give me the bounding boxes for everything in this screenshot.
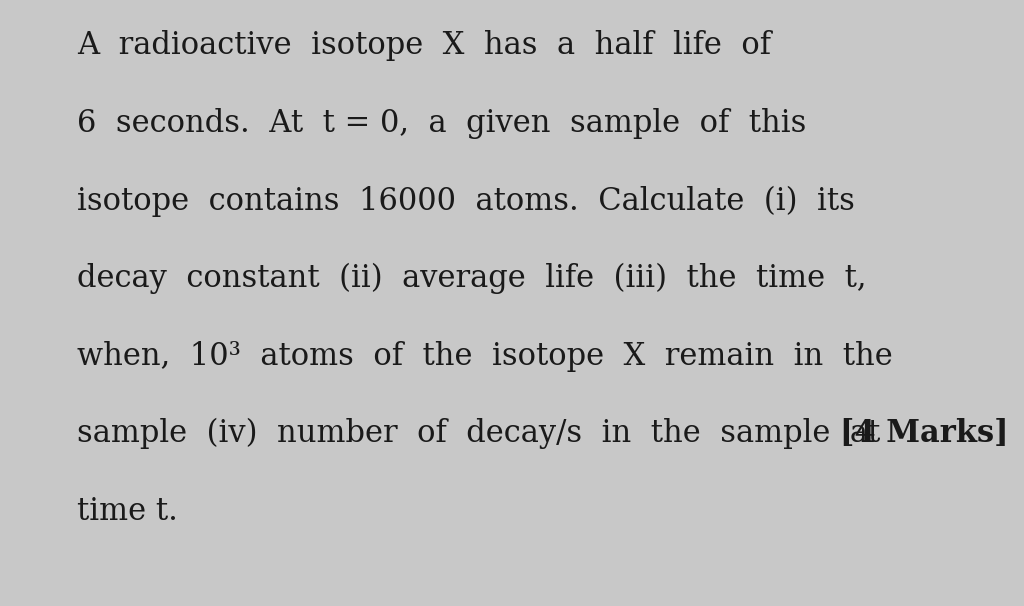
Text: time t.: time t. xyxy=(77,496,178,527)
Text: sample  (iv)  number  of  decay/s  in  the  sample  at: sample (iv) number of decay/s in the sam… xyxy=(77,418,880,450)
Text: [4 Marks]: [4 Marks] xyxy=(840,418,1009,449)
Text: isotope  contains  16000  atoms.  Calculate  (i)  its: isotope contains 16000 atoms. Calculate … xyxy=(77,185,855,217)
Text: decay  constant  (ii)  average  life  (iii)  the  time  t,: decay constant (ii) average life (iii) t… xyxy=(77,263,866,295)
Text: when,  10³  atoms  of  the  isotope  X  remain  in  the: when, 10³ atoms of the isotope X remain … xyxy=(77,341,893,371)
Text: 6  seconds.  At  t = 0,  a  given  sample  of  this: 6 seconds. At t = 0, a given sample of t… xyxy=(77,108,806,139)
Text: A  radioactive  isotope  X  has  a  half  life  of: A radioactive isotope X has a half life … xyxy=(77,30,771,61)
